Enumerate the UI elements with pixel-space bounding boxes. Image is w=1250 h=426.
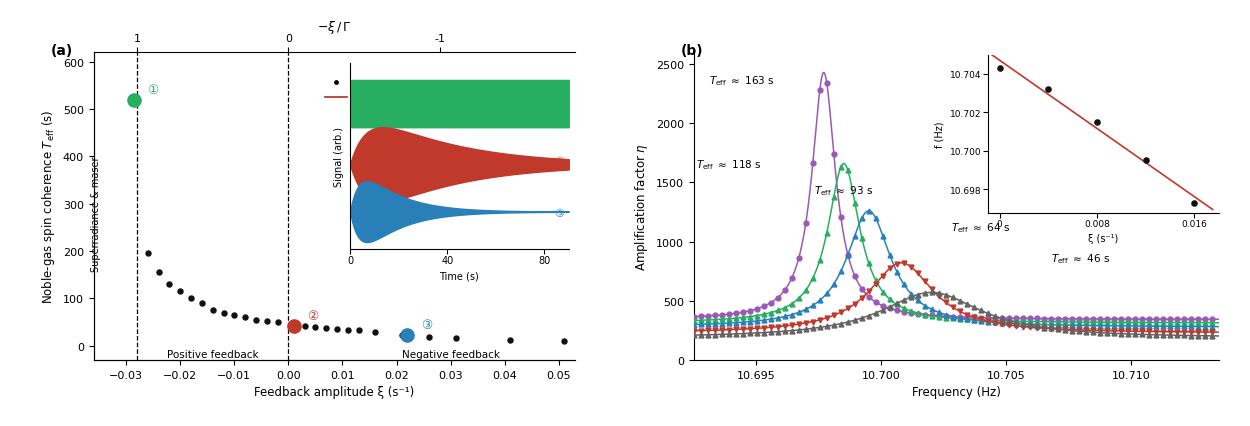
Text: Positive feedback: Positive feedback: [168, 349, 259, 359]
Text: $T_{\rm eff}$ $\approx$ 118 s: $T_{\rm eff}$ $\approx$ 118 s: [696, 158, 762, 171]
Point: [214, 309, 234, 316]
Point: [284, 321, 304, 328]
X-axis label: ξ (s⁻¹): ξ (s⁻¹): [1088, 234, 1119, 244]
Point: [1136, 158, 1156, 164]
Point: [181, 295, 201, 302]
Point: [349, 327, 369, 334]
Text: ②: ②: [554, 157, 564, 167]
Text: ③: ③: [554, 209, 564, 219]
Text: Superradiance & maser: Superradiance & maser: [91, 156, 101, 271]
Text: (b): (b): [681, 44, 704, 58]
Point: [160, 281, 180, 288]
Point: [235, 314, 255, 321]
Y-axis label: Signal (arb.): Signal (arb.): [335, 127, 345, 187]
Point: [990, 66, 1010, 72]
Text: ①: ①: [148, 83, 159, 97]
Text: ①: ①: [554, 91, 564, 101]
Point: [124, 97, 144, 104]
Point: [124, 97, 144, 104]
Point: [202, 307, 222, 314]
Point: [268, 319, 288, 325]
Legend: Experiment, Fit: Experiment, Fit: [320, 74, 425, 109]
X-axis label: Feedback amplitude ξ (s⁻¹): Feedback amplitude ξ (s⁻¹): [254, 385, 415, 398]
Text: $T_{\rm eff}$ $\approx$ 93 s: $T_{\rm eff}$ $\approx$ 93 s: [814, 184, 872, 197]
X-axis label: Frequency (Hz): Frequency (Hz): [911, 385, 1001, 398]
Point: [365, 329, 385, 336]
Text: $T_{\rm eff}$ $\approx$ 163 s: $T_{\rm eff}$ $\approx$ 163 s: [709, 74, 775, 87]
Point: [1039, 86, 1059, 93]
Text: ③: ③: [421, 319, 432, 331]
Text: $T_{\rm eff}$ $\approx$ 46 s: $T_{\rm eff}$ $\approx$ 46 s: [1051, 252, 1110, 265]
Point: [256, 318, 276, 325]
Point: [1088, 119, 1108, 126]
Y-axis label: Amplification factor $\eta$: Amplification factor $\eta$: [634, 143, 650, 271]
Point: [446, 335, 466, 342]
Point: [500, 337, 520, 343]
X-axis label: Time (s): Time (s): [440, 271, 479, 281]
Point: [192, 300, 213, 307]
Point: [138, 250, 158, 257]
Point: [328, 325, 348, 332]
Point: [246, 317, 266, 323]
Point: [1185, 200, 1205, 207]
Point: [392, 332, 412, 339]
Y-axis label: Noble-gas spin coherence $T_{\rm eff}$ (s): Noble-gas spin coherence $T_{\rm eff}$ (…: [40, 109, 58, 304]
Point: [338, 326, 357, 333]
Point: [224, 312, 244, 319]
Point: [316, 325, 336, 331]
Y-axis label: f (Hz): f (Hz): [934, 121, 944, 147]
X-axis label: $-\xi\,/\,\Gamma$: $-\xi\,/\,\Gamma$: [318, 19, 351, 36]
Point: [305, 323, 325, 330]
Text: $T_{\rm eff}$ $\approx$ 64 s: $T_{\rm eff}$ $\approx$ 64 s: [951, 221, 1010, 235]
Point: [419, 334, 439, 341]
Text: Negative feedback: Negative feedback: [401, 349, 500, 359]
Text: ②: ②: [308, 309, 319, 322]
Point: [398, 332, 418, 339]
Point: [295, 322, 315, 329]
Point: [170, 288, 190, 295]
Text: (a): (a): [50, 44, 72, 58]
Point: [149, 269, 169, 276]
Point: [284, 322, 304, 329]
Point: [554, 338, 574, 345]
